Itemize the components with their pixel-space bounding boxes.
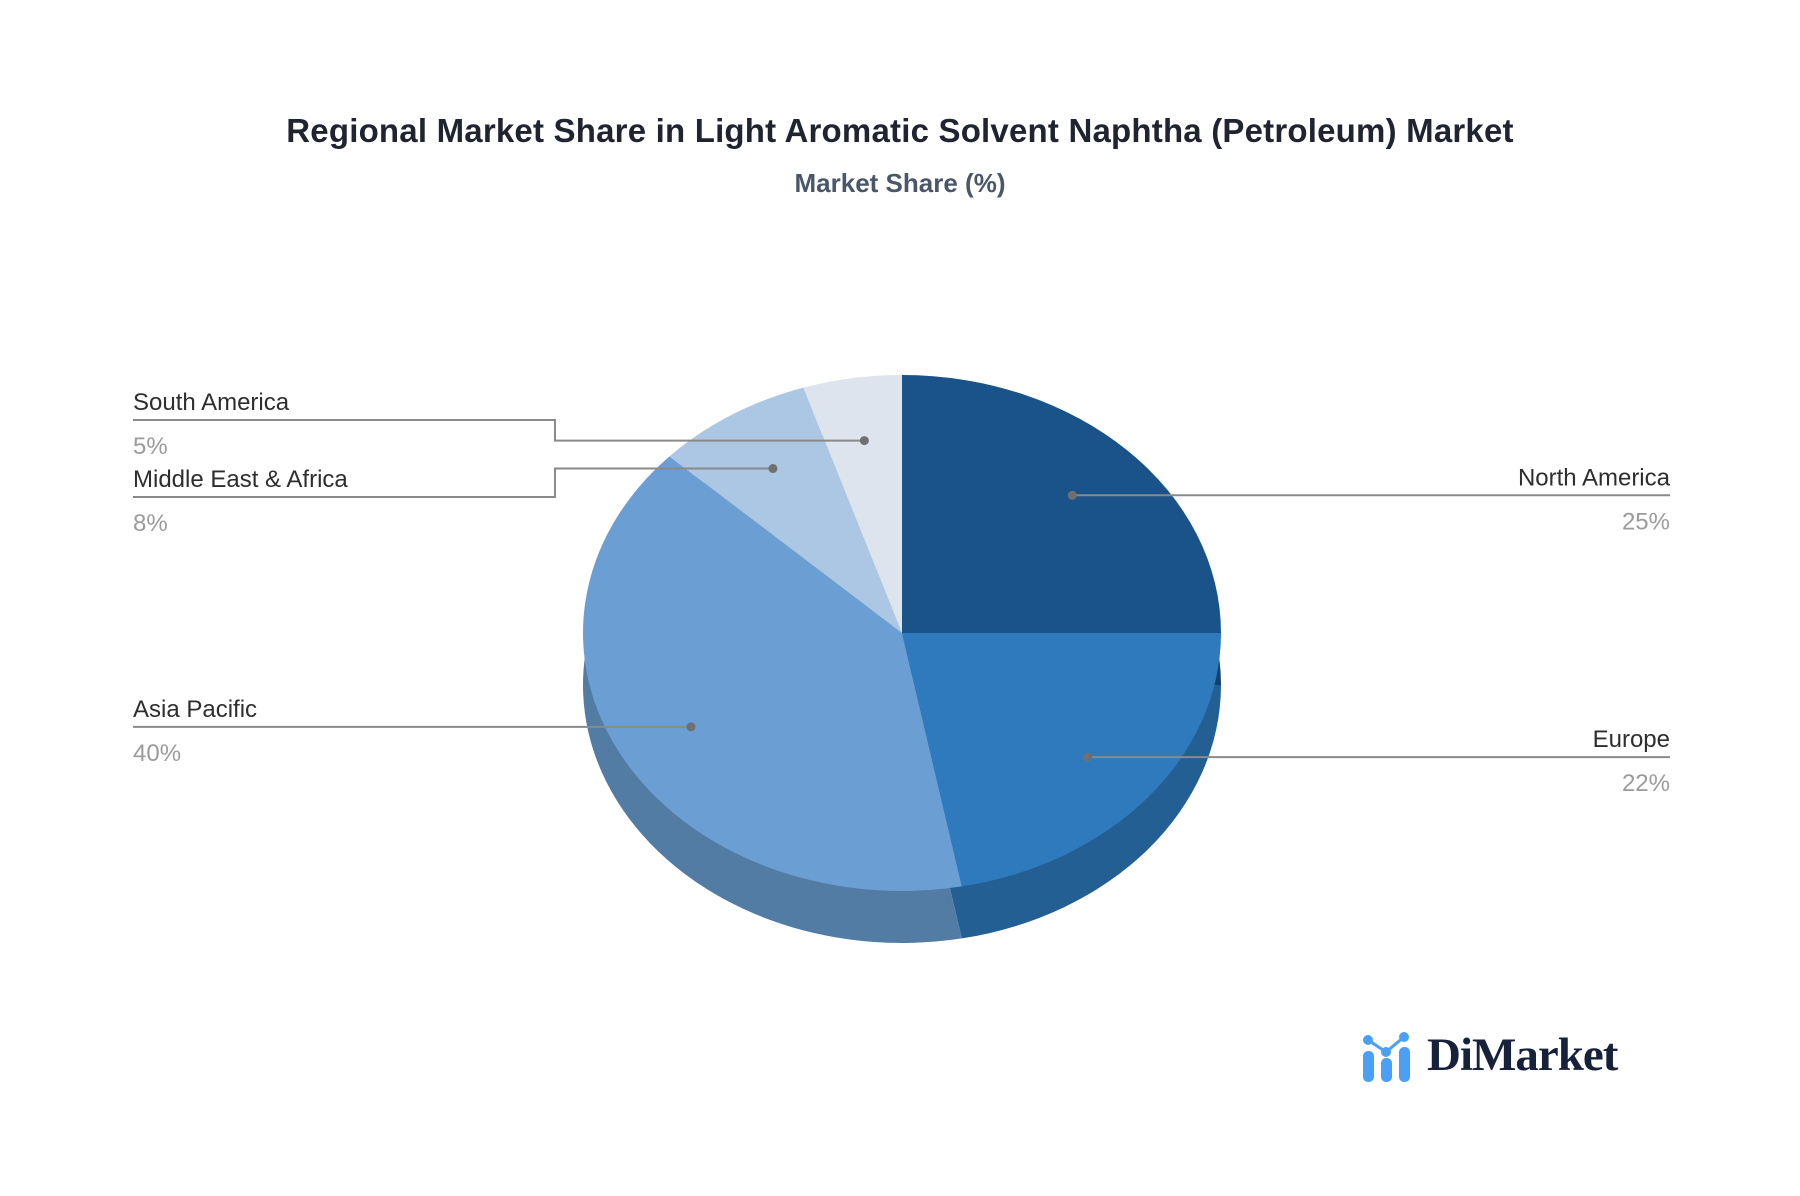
slice-label-middle-east-africa: Middle East & Africa xyxy=(133,466,348,493)
leader-line-middle-east-africa xyxy=(133,467,773,498)
chart-subtitle: Market Share (%) xyxy=(794,168,1006,198)
slice-pct-middle-east-africa: 8% xyxy=(133,510,168,537)
pie-slice-middle-east-africa[interactable] xyxy=(669,387,902,633)
bar-line-chart-icon xyxy=(1363,1032,1410,1082)
pie-slice-europe[interactable] xyxy=(902,633,1221,887)
leader-north-america: North America 25% xyxy=(1067,464,1671,535)
slice-pct-europe: 22% xyxy=(1622,770,1670,797)
slice-pct-south-america: 5% xyxy=(133,433,168,460)
leader-dot-north-america xyxy=(1067,490,1077,500)
leader-europe: Europe 22% xyxy=(1083,726,1670,797)
leader-dot-asia-pacific xyxy=(686,722,696,732)
slice-pct-north-america: 25% xyxy=(1622,508,1670,535)
slice-label-europe: Europe xyxy=(1593,726,1670,753)
logo-text: DiMarket xyxy=(1427,1029,1618,1082)
dimarket-logo: DiMarket xyxy=(1363,1029,1618,1082)
leader-dot-europe xyxy=(1083,752,1093,762)
leader-south-america: South America 5% xyxy=(133,389,869,460)
slice-label-south-america: South America xyxy=(133,389,290,416)
slice-label-north-america: North America xyxy=(1518,464,1671,491)
page-title: Regional Market Share in Light Aromatic … xyxy=(286,112,1514,149)
leader-asia-pacific: Asia Pacific 40% xyxy=(133,696,696,767)
pie-slice-north-america[interactable] xyxy=(902,375,1221,633)
slice-label-asia-pacific: Asia Pacific xyxy=(133,696,257,723)
leader-dot-middle-east-africa xyxy=(768,464,778,474)
leader-dot-south-america xyxy=(859,436,869,446)
slice-pct-asia-pacific: 40% xyxy=(133,740,181,767)
leader-line-south-america xyxy=(133,419,865,442)
pie-slice-asia-pacific[interactable] xyxy=(583,456,962,891)
pie-slice-south-america[interactable] xyxy=(803,375,902,633)
leader-middle-east-africa: Middle East & Africa 8% xyxy=(133,464,778,537)
